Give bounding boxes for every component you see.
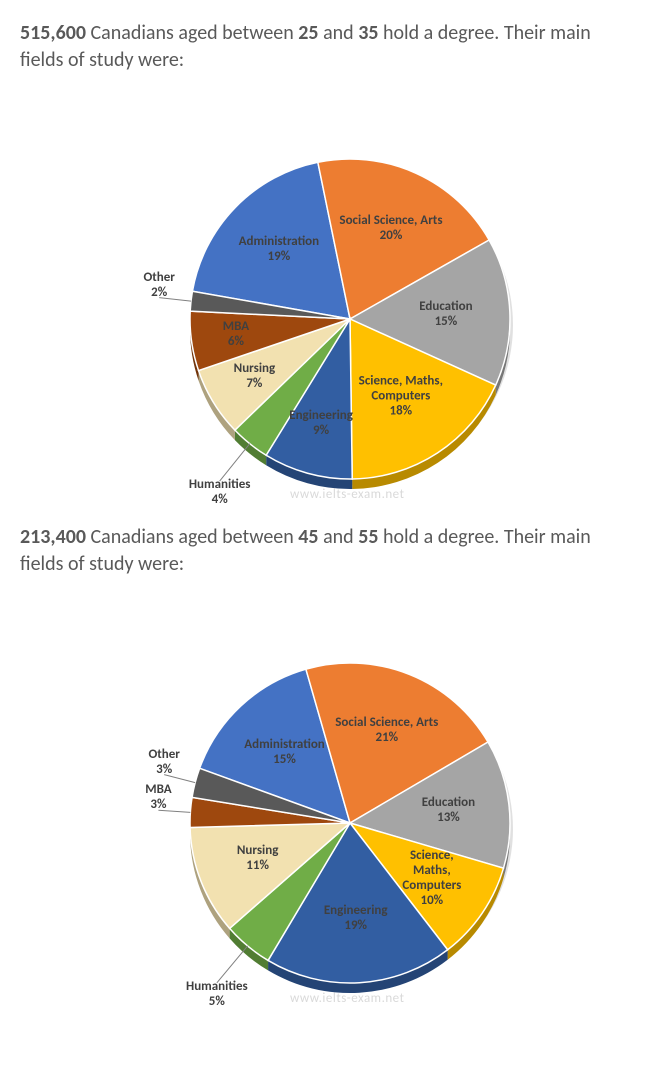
slice-label: Social Science, Arts 20%	[339, 214, 442, 244]
slice-label-external: Other 3%	[148, 748, 179, 778]
slice-label: Nursing 11%	[237, 844, 279, 874]
slice-label-external: Humanities 4%	[189, 478, 251, 508]
slice-label: Engineering 9%	[289, 409, 353, 439]
intro-text-2: 213,400 Canadians aged between 45 and 55…	[20, 524, 634, 578]
count-2: 213,400	[20, 525, 86, 549]
slice-label-external: MBA 3%	[145, 783, 171, 813]
slice-label: Education 13%	[422, 796, 475, 826]
count-1: 515,600	[20, 21, 86, 45]
watermark: www.ielts-exam.net	[290, 487, 404, 502]
slice-label: Engineering 19%	[324, 904, 388, 934]
slice-label: Nursing 7%	[234, 362, 276, 392]
pie-chart-1: Administration 19% Social Science, Arts 2…	[20, 84, 634, 524]
slice-label-external: Humanities 5%	[186, 980, 248, 1010]
slice-label: Administration 15%	[244, 738, 325, 768]
slice-label: Social Science, Arts 21%	[335, 716, 438, 746]
slice-label: Education 15%	[419, 300, 472, 330]
slice-label: MBA 6%	[223, 320, 249, 350]
intro-text-1: 515,600 Canadians aged between 25 and 35…	[20, 20, 634, 74]
slice-label: Science, Maths, Computers 18%	[359, 374, 443, 419]
slice-label: Administration 19%	[239, 235, 320, 265]
watermark: www.ielts-exam.net	[290, 991, 404, 1006]
slice-label: Science, Maths, Computers 10%	[402, 849, 461, 909]
slice-label-external: Other 2%	[143, 271, 174, 301]
pie-chart-2: Administration 15% Social Science, Arts 2…	[20, 588, 634, 1028]
